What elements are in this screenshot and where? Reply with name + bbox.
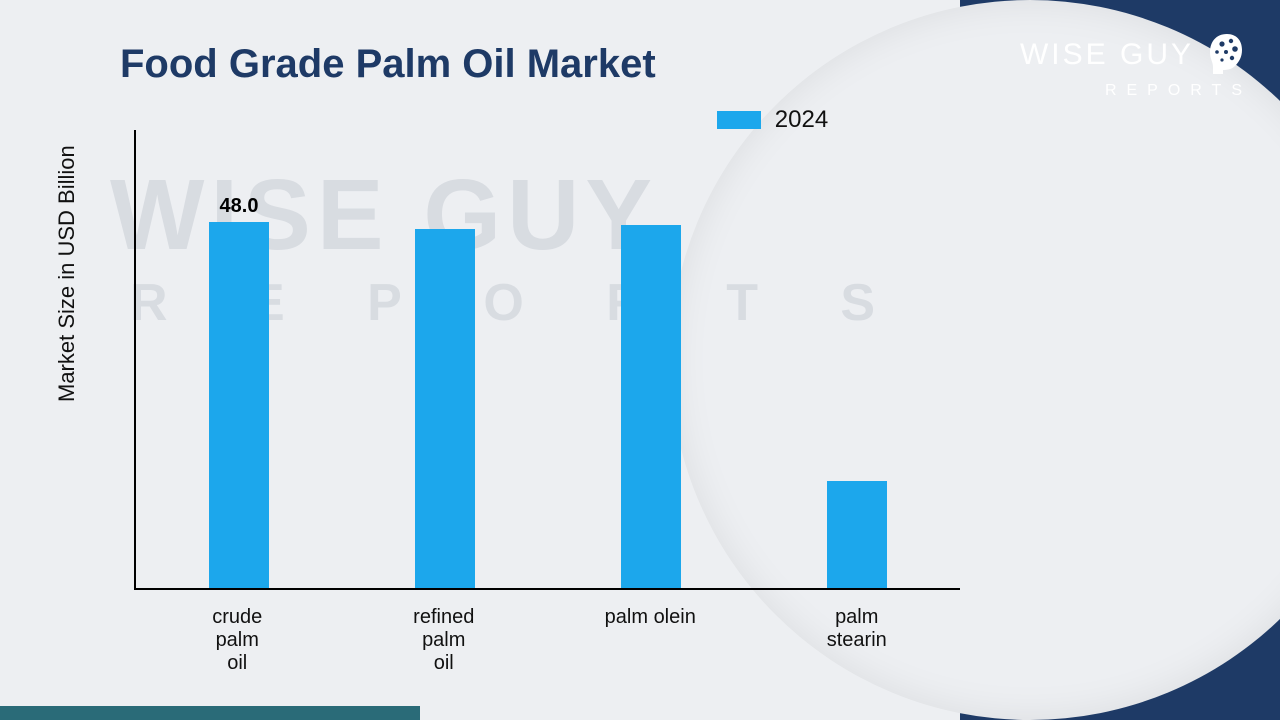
bar [209, 222, 269, 588]
bar-value-label: 48.0 [220, 195, 259, 218]
x-axis-labels: crudepalmoilrefinedpalmoilpalm oleinpalm… [134, 600, 960, 700]
bar [621, 225, 681, 588]
bar-slot [342, 130, 548, 588]
brand-main-text: WISE GUY [1020, 38, 1194, 72]
bar-slot: 48.0 [136, 130, 342, 588]
bars-container: 48.0 [136, 130, 960, 588]
brand-logo: WISE GUY REPORTS [1020, 30, 1252, 100]
y-axis-label: Market Size in USD Billion [54, 145, 80, 402]
bar [827, 481, 887, 588]
brand-sub-text: REPORTS [1020, 82, 1252, 100]
chart-title: Food Grade Palm Oil Market [120, 42, 656, 87]
bar-slot [548, 130, 754, 588]
page-root: WISE GUY REPORTS Food Grade Palm Oil Mar… [0, 0, 1280, 720]
bar-chart: Market Size in USD Billion 48.0 crudepal… [60, 130, 960, 700]
legend-swatch [717, 111, 761, 129]
bar [415, 229, 475, 588]
plot-area: 48.0 [134, 130, 960, 590]
bottom-accent-bar [0, 706, 420, 720]
x-tick-label: refinedpalmoil [341, 600, 548, 700]
bar-slot [754, 130, 960, 588]
x-tick-label: palm olein [547, 600, 754, 700]
chart-legend: 2024 [717, 106, 828, 134]
x-tick-label: crudepalmoil [134, 600, 341, 700]
x-tick-label: palmstearin [754, 600, 961, 700]
brand-head-icon [1202, 30, 1252, 80]
legend-label: 2024 [775, 106, 828, 134]
